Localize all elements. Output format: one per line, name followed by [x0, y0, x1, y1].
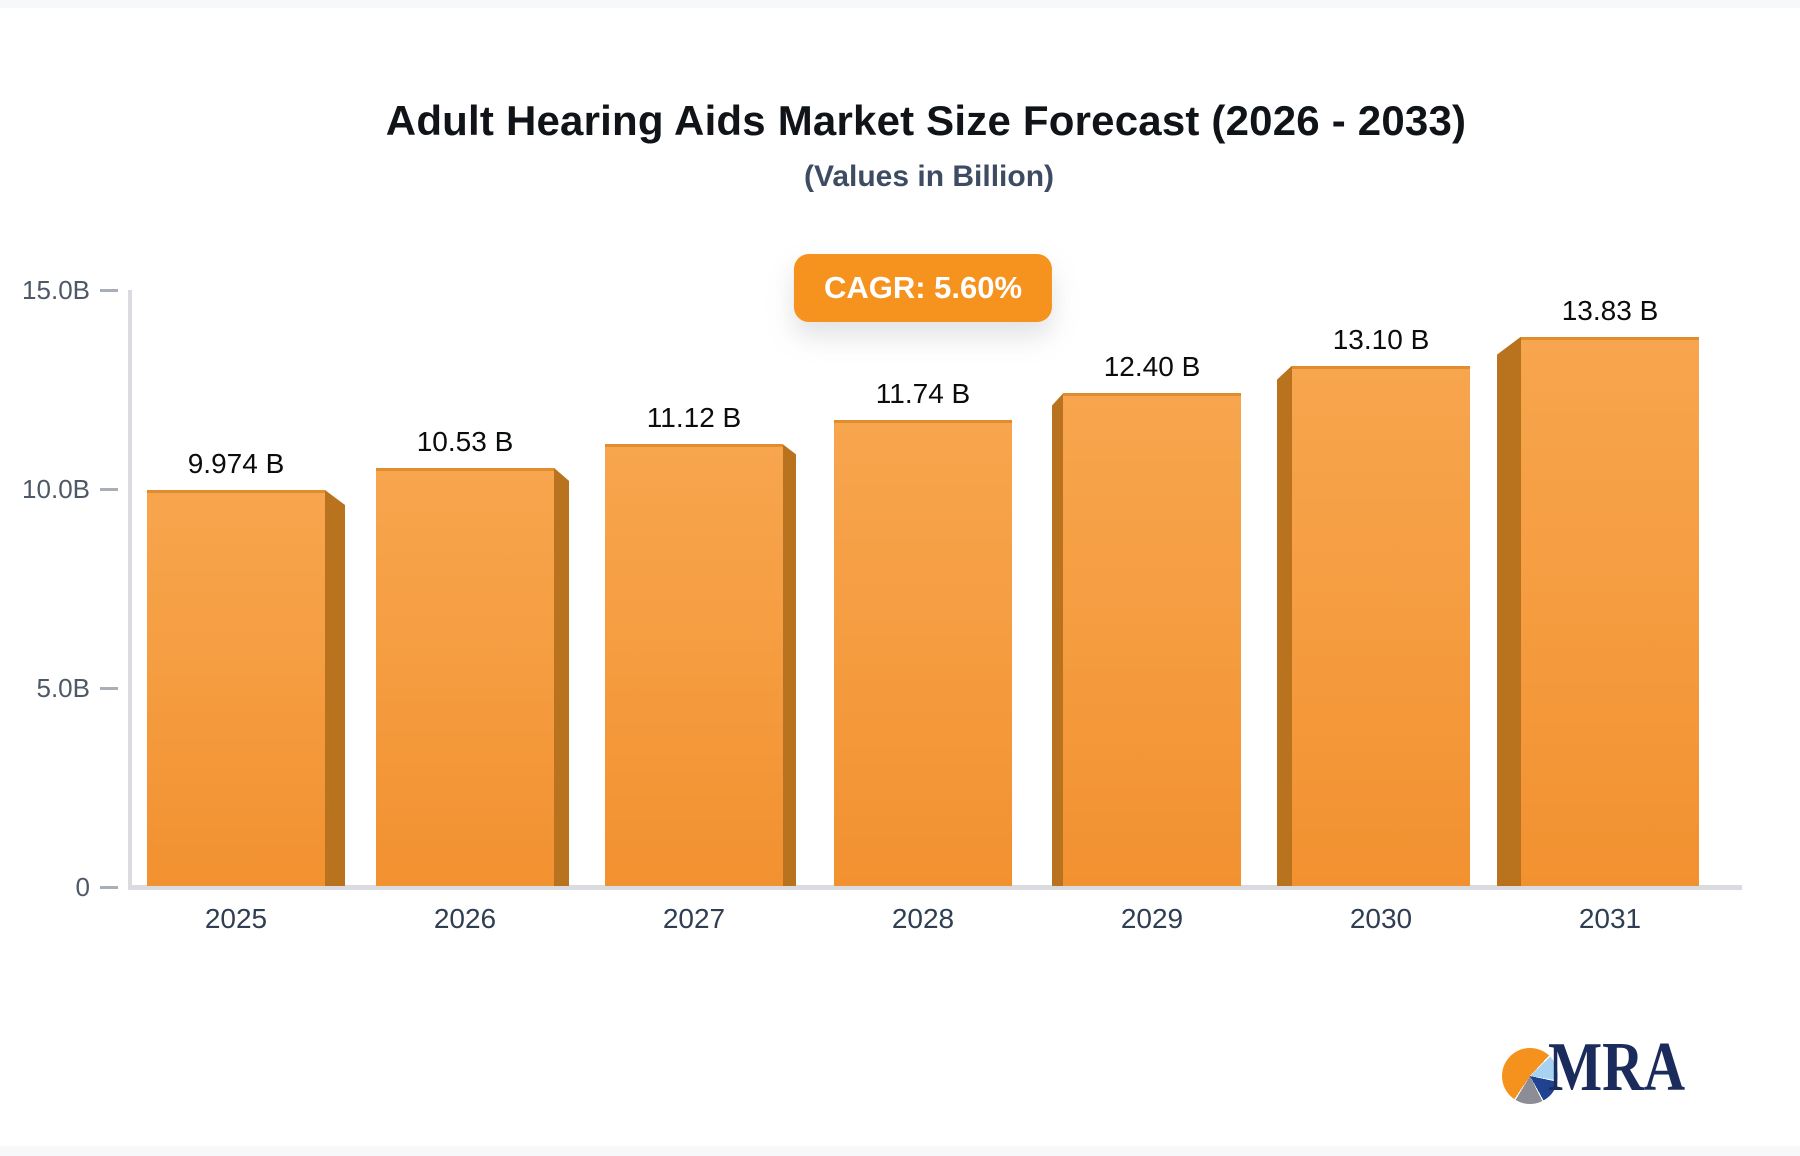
- bar-2031: [1497, 336, 1699, 886]
- x-tick-label-2029: 2029: [1120, 903, 1184, 934]
- mra-logo-text: MRA: [1548, 1029, 1686, 1106]
- bar-value-label-2027: 11.12 B: [646, 402, 742, 434]
- cagr-badge: CAGR: 5.60%: [793, 254, 1053, 322]
- bar-3d-side-2030: [1277, 365, 1292, 886]
- y-axis-line: [128, 290, 132, 887]
- y-tick-dash: [100, 488, 118, 491]
- bar-value-label-2030: 13.10 B: [1332, 323, 1430, 355]
- bar-value-label-2029: 12.40 B: [1103, 351, 1201, 383]
- y-tick-dash: [100, 687, 118, 690]
- y-tick-dash: [100, 886, 118, 889]
- x-tick-label-2027: 2027: [662, 903, 726, 934]
- x-tick-label-2026: 2026: [433, 903, 497, 934]
- x-axis-line: [128, 885, 1742, 890]
- x-tick-label-2028: 2028: [891, 903, 955, 934]
- bar-2028: [834, 419, 1012, 886]
- bar-value-label-2025: 9.974 B: [187, 448, 285, 480]
- bar-2026: [376, 467, 569, 886]
- mra-logo: MRA: [1502, 1033, 1702, 1105]
- y-tick-label: 5.0B: [36, 673, 91, 703]
- x-tick-label-2031: 2031: [1578, 903, 1642, 934]
- bar-2030: [1277, 365, 1470, 886]
- bar-3d-side-2031: [1497, 336, 1521, 886]
- bar-3d-side-2026: [554, 467, 569, 886]
- mra-pie-chart-icon: [1502, 1048, 1558, 1104]
- y-tick-dash: [100, 289, 118, 292]
- chart-title: Adult Hearing Aids Market Size Forecast …: [385, 97, 1467, 144]
- x-tick-label-2025: 2025: [204, 903, 268, 934]
- bar-value-label-2031: 13.83 B: [1561, 294, 1659, 326]
- bar-2027: [605, 444, 796, 886]
- bar-3d-side-2029: [1052, 393, 1063, 886]
- bar-value-label-2026: 10.53 B: [416, 425, 514, 457]
- bar-value-label-2028: 11.74 B: [875, 377, 971, 409]
- y-tick-label: 10.0B: [22, 474, 90, 504]
- y-tick-label: 15.0B: [22, 275, 90, 305]
- x-tick-label-2030: 2030: [1349, 903, 1413, 934]
- bar-3d-side-2025: [325, 490, 345, 886]
- chart-subtitle: (Values in Billion): [803, 160, 1055, 193]
- bar-3d-side-2027: [783, 444, 796, 886]
- bar-2029: [1052, 393, 1241, 886]
- bar-2025: [147, 490, 345, 886]
- y-tick-label: 0: [75, 872, 90, 902]
